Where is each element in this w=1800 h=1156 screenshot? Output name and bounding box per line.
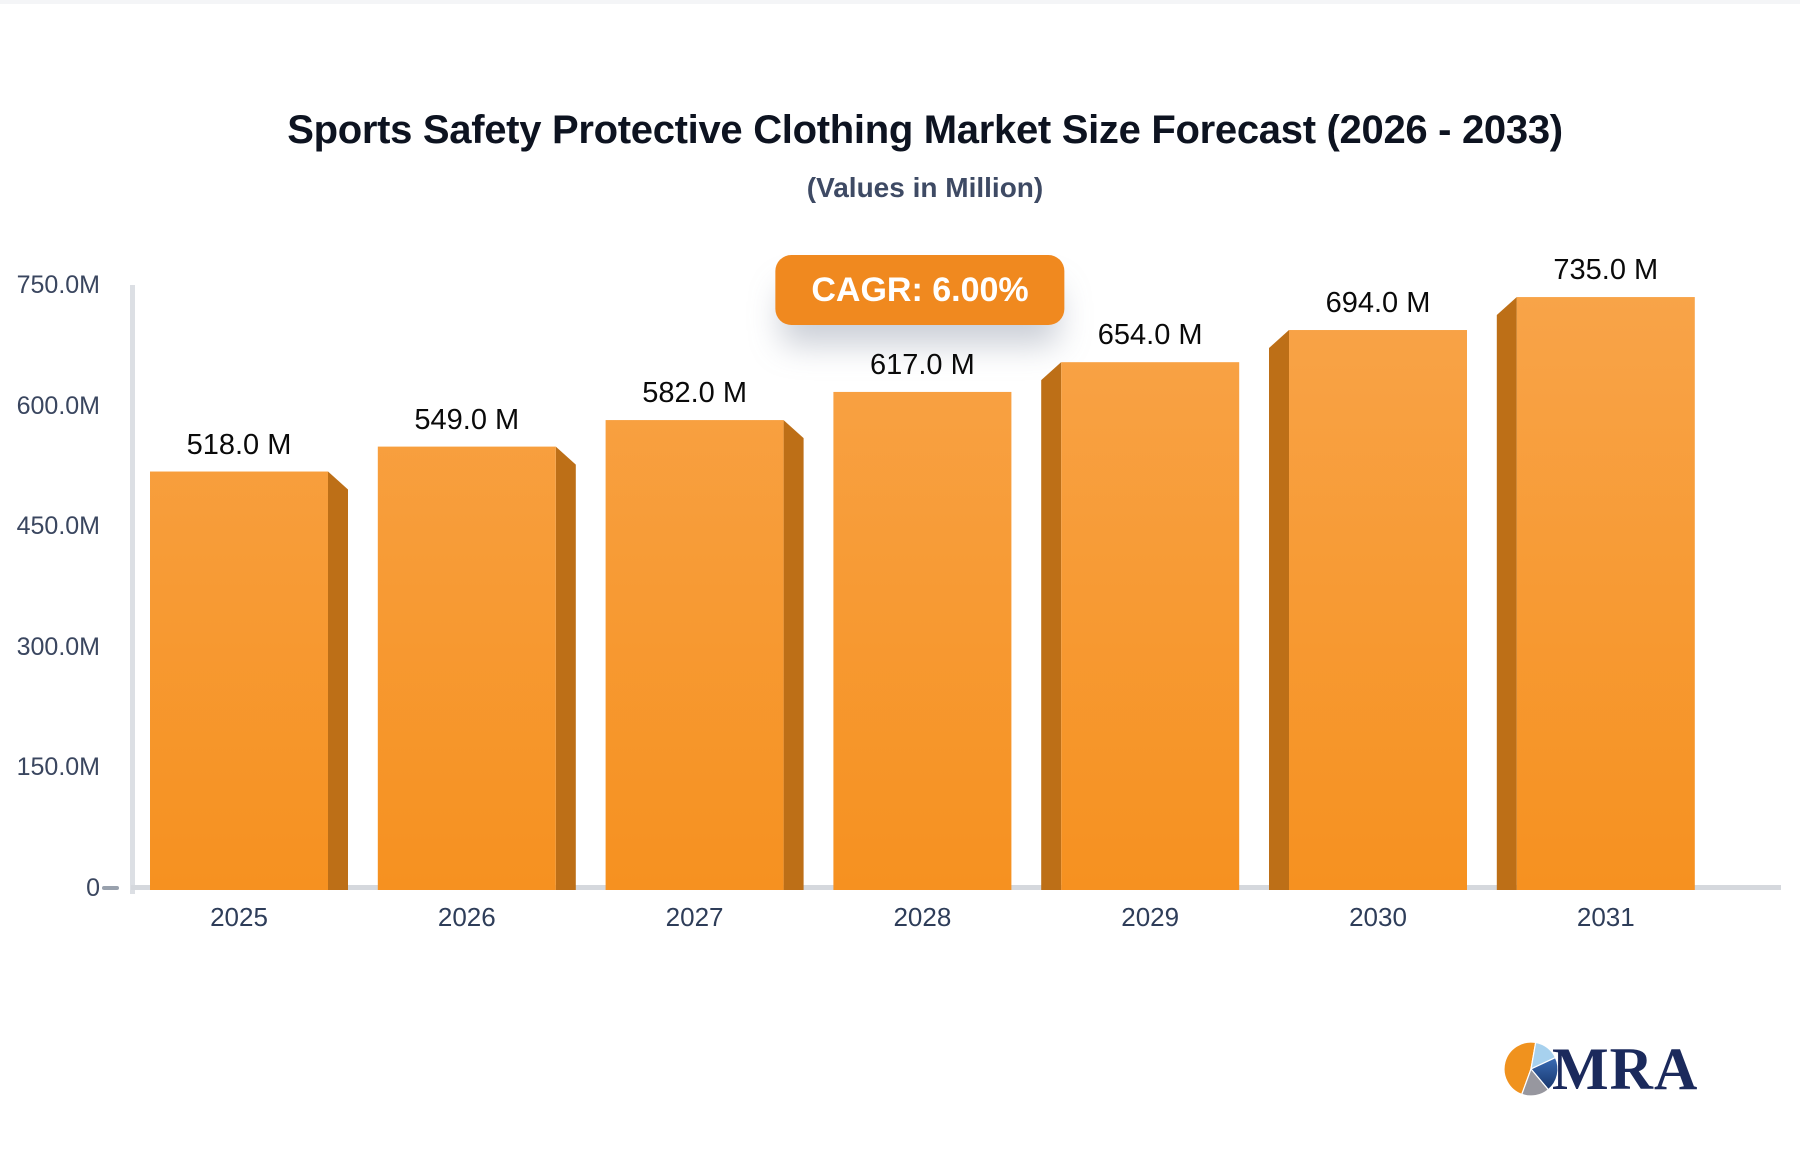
bar-2027 (605, 420, 804, 890)
bar-2031 (1496, 297, 1695, 890)
y-axis-tick-label: 300.0M (16, 632, 100, 661)
bar-value-label: 582.0 M (642, 377, 747, 410)
bar-front-face (1289, 330, 1467, 890)
x-axis-label-2029: 2029 (1121, 902, 1180, 932)
x-axis-label-2028: 2028 (893, 902, 952, 932)
x-axis-label-2027: 2027 (665, 902, 724, 932)
bar-side-face (555, 446, 576, 890)
bar-front-face (377, 446, 556, 890)
bar-2025 (150, 471, 348, 890)
chart-subtitle: (Values in Million) (806, 172, 1044, 203)
bar-value-label: 735.0 M (1553, 254, 1659, 287)
pie-chart-logo-icon (1503, 1041, 1559, 1097)
bar-side-face (1269, 330, 1289, 890)
bar-front-face (150, 471, 328, 890)
y-axis-tick-label: 150.0M (16, 753, 100, 782)
bar-front-face (833, 391, 1012, 890)
x-axis-label-2026: 2026 (437, 902, 496, 932)
bar-value-label: 518.0 M (186, 428, 292, 461)
brand-logo: MRA (1502, 1036, 1699, 1102)
bar-value-label: 549.0 M (414, 403, 520, 436)
x-axis-label-2031: 2031 (1576, 902, 1635, 932)
y-axis-tick-label: 600.0M (16, 391, 100, 420)
chart-title: Sports Safety Protective Clothing Market… (287, 108, 1563, 152)
y-axis-tick-label: 0 (86, 874, 100, 902)
x-axis-label-2025: 2025 (210, 902, 268, 932)
bar-front-face (1516, 297, 1695, 890)
brand-logo-text: MRA (1552, 1036, 1699, 1102)
top-edge-divider (0, 0, 1800, 4)
x-axis-label-2030: 2030 (1349, 902, 1407, 932)
y-axis-tick-label: 750.0M (16, 271, 100, 299)
bar-side-face (783, 420, 804, 890)
cagr-badge-label: CAGR: 6.00% (811, 271, 1029, 309)
bar-2029 (1041, 362, 1240, 891)
y-axis-tick-label: 450.0M (16, 512, 100, 541)
bar-value-label: 654.0 M (1097, 319, 1203, 352)
bar-side-face (1041, 362, 1062, 891)
bar-value-label: 694.0 M (1325, 287, 1431, 320)
bar-value-label: 617.0 M (869, 348, 975, 381)
bar-side-face (328, 471, 348, 890)
cagr-badge: CAGR: 6.00% (775, 255, 1065, 325)
bar-2026 (377, 446, 576, 890)
bar-2028 (833, 391, 1012, 890)
bar-2030 (1269, 330, 1467, 890)
y-axis-line (130, 285, 135, 894)
bar-side-face (1496, 297, 1517, 890)
bar-front-face (605, 420, 784, 890)
bar-front-face (1061, 362, 1240, 891)
y-axis-tick-mark (102, 886, 119, 890)
